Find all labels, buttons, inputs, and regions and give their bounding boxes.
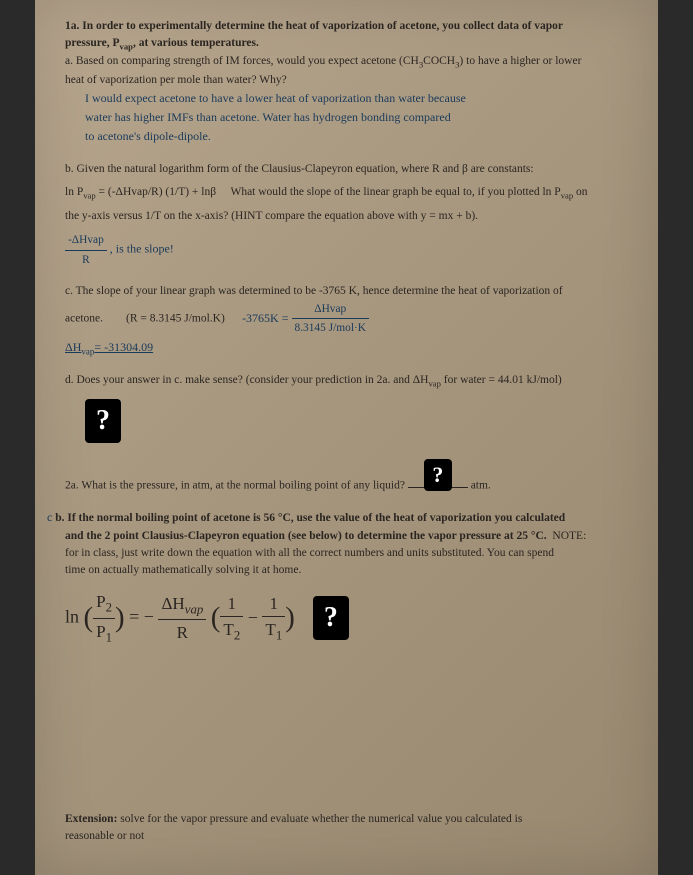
worksheet-page: 1a. In order to experimentally determine… [35,0,658,875]
clausius-clapeyron-equation: ln ( P2 P1 ) = − ΔHvap R ( 1 T2 − 1 T1 )… [65,589,628,647]
q1c-l2: acetone. (R = 8.3145 J/mol.K) -3765K = Δ… [65,300,628,338]
q1d-unknown-marker: ? [85,399,628,443]
q1b-slope-fraction: -ΔHvap R [65,231,107,269]
question-1d: d. Does your answer in c. make sense? (c… [65,372,628,442]
q2b-l1: c b. If the normal boiling point of acet… [65,508,628,527]
q1b-handwriting: -ΔHvap R , is the slope! [65,231,628,269]
question-mark-icon: ? [424,459,452,491]
q2b-l2: and the 2 point Clausius-Clapeyron equat… [65,528,628,545]
q1c-hand-eq: -3765K = ΔHvap 8.3145 J/mol·K [242,311,369,325]
q1b-equation-line: ln Pvap = (-ΔHvap/R) (1/T) + lnβ What wo… [65,184,628,202]
q1a-prompt-l2: pressure, Pvap, at various temperatures. [65,35,628,53]
answer-blank-2a: ? [408,477,468,489]
extension-prompt: Extension: solve for the vapor pressure … [65,811,628,846]
question-mark-icon: ? [85,399,121,443]
margin-mark-c: c [47,510,52,524]
q1a-a-l2: heat of vaporization per mole than water… [65,72,628,89]
q1b-l3: the y-axis versus 1/T on the x-axis? (HI… [65,208,628,225]
q1a-prompt-l1: 1a. In order to experimentally determine… [65,18,628,35]
spacer [65,457,628,477]
q1b-l1: b. Given the natural logarithm form of t… [65,161,628,178]
question-1c: c. The slope of your linear graph was de… [65,283,628,359]
question-2b: c b. If the normal boiling point of acet… [65,508,628,647]
question-1b: b. Given the natural logarithm form of t… [65,161,628,269]
q1a-handwriting: I would expect acetone to have a lower h… [85,89,628,147]
question-mark-icon: ? [313,596,349,640]
q2b-l3: for in class, just write down the equati… [65,545,628,562]
q2b-l4: time on actually mathematically solving … [65,562,628,579]
question-1a: 1a. In order to experimentally determine… [65,18,628,147]
q1d-l1: d. Does your answer in c. make sense? (c… [65,372,628,390]
question-2a: 2a. What is the pressure, in atm, at the… [65,477,628,495]
q1c-l1: c. The slope of your linear graph was de… [65,283,628,300]
q1c-answer: ΔHvap= -31304.09 [65,338,628,359]
q1a-a-l1: a. Based on comparing strength of IM for… [65,53,628,71]
